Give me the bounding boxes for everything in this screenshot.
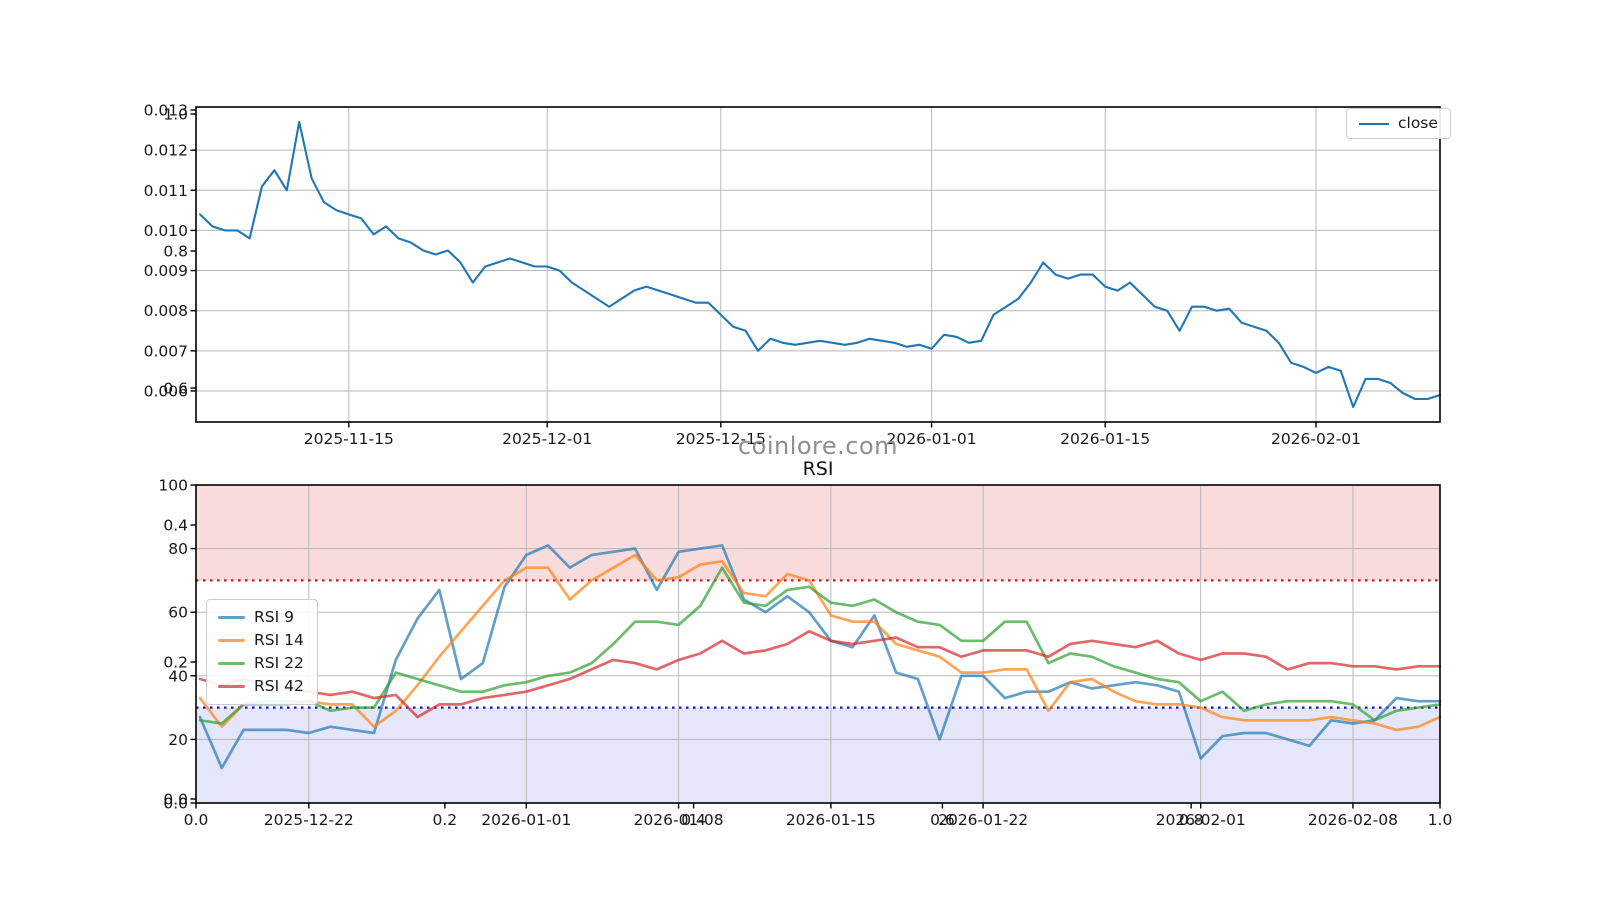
legend-rsi22-label: RSI 22: [254, 654, 304, 673]
price-xtick-date-label: 2026-02-01: [1271, 430, 1361, 448]
rsi-line-2: [198, 553, 1442, 732]
overlay-ytick-label: 0.0: [163, 791, 188, 809]
rsi-axes-frame: [195, 484, 1441, 804]
overlay-ytick-label: 0.2: [163, 654, 188, 672]
price-xtick-date-label: 2025-12-01: [502, 430, 592, 448]
price-ytick-label: 0.013: [144, 102, 188, 120]
rsi-ytick-label: 0.0: [163, 795, 188, 813]
rsi-ytick-label: 20: [168, 731, 188, 749]
legend-rsi9-label: RSI 9: [254, 608, 294, 626]
price-ytick-label: 0.009: [144, 262, 188, 280]
legend-rsi42-label: RSI 42: [254, 677, 304, 696]
rsi-xtick-date-label: 2025-12-22: [264, 811, 354, 829]
overlay-xtick-label: 0.4: [681, 811, 706, 829]
watermark: coinlore.com: [737, 432, 899, 460]
rsi22-line-sample: [218, 661, 245, 666]
price-xtick-date-label: 2025-11-15: [304, 430, 394, 448]
legend-rsi14-label: RSI 14: [254, 631, 304, 650]
price-ytick-label: 0.010: [144, 222, 188, 240]
rsi9-line-sample: [218, 615, 245, 620]
overlay-ytick-label: 0.4: [163, 517, 188, 535]
legend-close: close: [1346, 108, 1451, 139]
rsi-ytick-label: 60: [168, 604, 188, 622]
overlay-ytick-label: 0.8: [163, 243, 188, 261]
legend-item-rsi22: RSI 22: [218, 655, 304, 672]
overlay-xtick-label: 0.6: [930, 811, 955, 829]
close-line-sample: [1359, 122, 1389, 125]
rsi-xtick-date-label: 2026-01-01: [481, 811, 571, 829]
overlay-xtick-label: 0.0: [184, 811, 209, 829]
rsi-xtick-date-label: 2026-02-08: [1308, 811, 1398, 829]
rsi-xtick-date-label: 2026-01-08: [634, 811, 724, 829]
overbought-zone: [196, 485, 1440, 581]
legend-item-rsi9: RSI 9: [218, 608, 304, 626]
rsi-line-3: [198, 566, 1442, 725]
price-xtick-date-label: 2025-12-15: [676, 430, 766, 448]
rsi-line-4: [198, 629, 1442, 719]
price-ytick-label: 0.008: [144, 302, 188, 320]
price-ytick-label: 0.007: [144, 342, 188, 360]
rsi-chart-title: RSI: [802, 458, 834, 480]
rsi-ytick-label: 80: [168, 540, 188, 558]
rsi-xtick-date-label: 2026-02-01: [1156, 811, 1246, 829]
rsi42-line-sample: [218, 684, 245, 689]
rsi-line-1: [198, 544, 1442, 770]
price-xtick-date-label: 2026-01-15: [1060, 430, 1150, 448]
overlay-xtick-label: 0.8: [1179, 811, 1204, 829]
price-ytick-label: 0.006: [144, 382, 188, 400]
overlay-ytick-label: 0.6: [163, 380, 188, 398]
close-price-line: [198, 120, 1442, 409]
price-ytick-label: 0.011: [144, 182, 188, 200]
price-xtick-date-label: 2026-01-01: [887, 430, 977, 448]
overlay-ytick-label: 1.0: [163, 106, 188, 124]
legend-close-label: close: [1398, 113, 1438, 132]
rsi-ytick-label: 40: [168, 667, 188, 685]
legend-item-rsi14: RSI 14: [218, 631, 304, 650]
price-ytick-label: 0.012: [144, 142, 188, 160]
overlay-xtick-label: 0.2: [432, 811, 457, 829]
oversold-zone: [196, 707, 1440, 803]
rsi-ytick-label: 100: [158, 477, 188, 495]
legend-rsi: RSI 9 RSI 14 RSI 22 RSI 42: [206, 599, 318, 706]
rsi14-line-sample: [218, 638, 245, 643]
overlay-xtick-label: 1.0: [1428, 811, 1453, 829]
rsi-xtick-date-label: 2026-01-22: [938, 811, 1028, 829]
legend-item-rsi42: RSI 42: [218, 678, 304, 695]
rsi-xtick-date-label: 2026-01-15: [786, 811, 876, 829]
price-axes-frame: [195, 106, 1441, 423]
